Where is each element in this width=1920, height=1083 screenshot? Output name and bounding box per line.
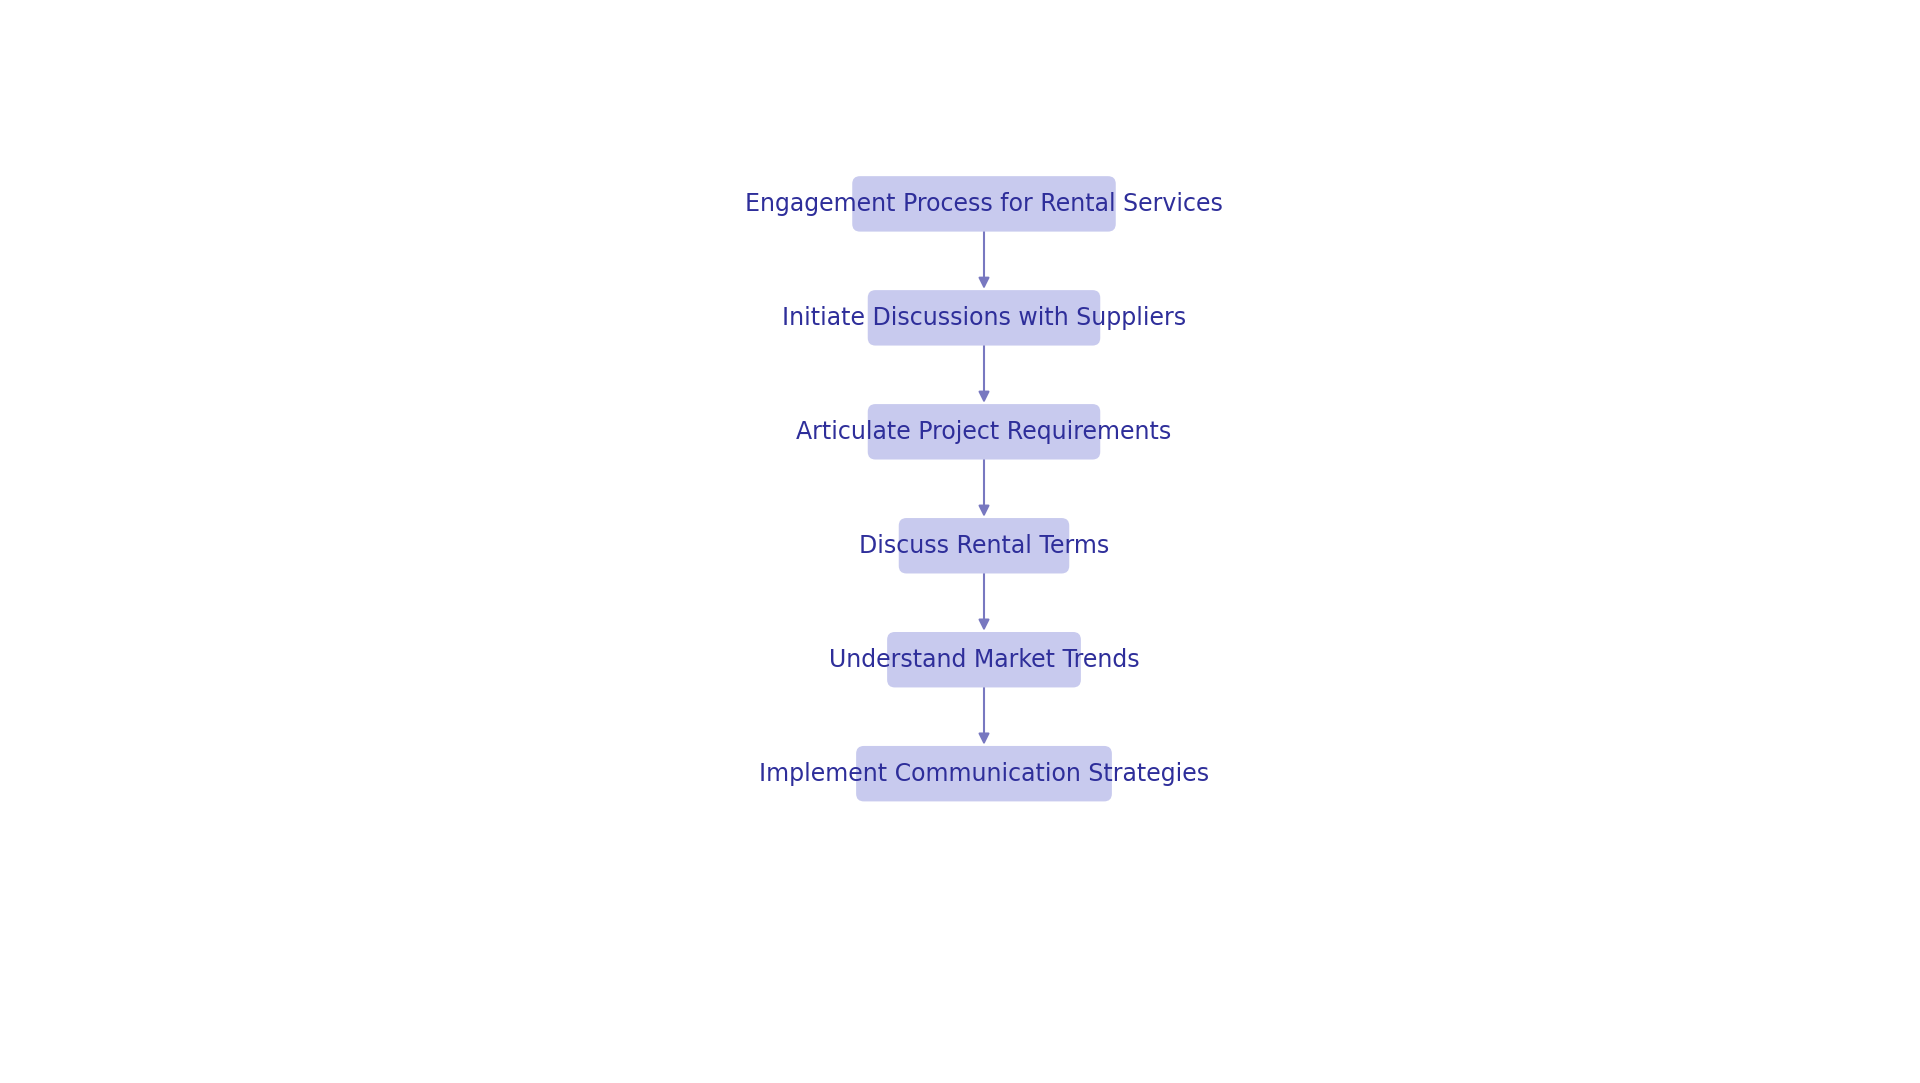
Text: Initiate Discussions with Suppliers: Initiate Discussions with Suppliers [781, 305, 1187, 330]
Text: Implement Communication Strategies: Implement Communication Strategies [758, 761, 1210, 785]
Text: Engagement Process for Rental Services: Engagement Process for Rental Services [745, 192, 1223, 216]
FancyBboxPatch shape [887, 632, 1081, 688]
FancyBboxPatch shape [868, 404, 1100, 459]
FancyBboxPatch shape [856, 746, 1112, 801]
FancyBboxPatch shape [899, 518, 1069, 574]
Text: Understand Market Trends: Understand Market Trends [829, 648, 1139, 671]
FancyBboxPatch shape [852, 177, 1116, 232]
Text: Discuss Rental Terms: Discuss Rental Terms [858, 534, 1110, 558]
Text: Articulate Project Requirements: Articulate Project Requirements [797, 420, 1171, 444]
FancyBboxPatch shape [868, 290, 1100, 345]
